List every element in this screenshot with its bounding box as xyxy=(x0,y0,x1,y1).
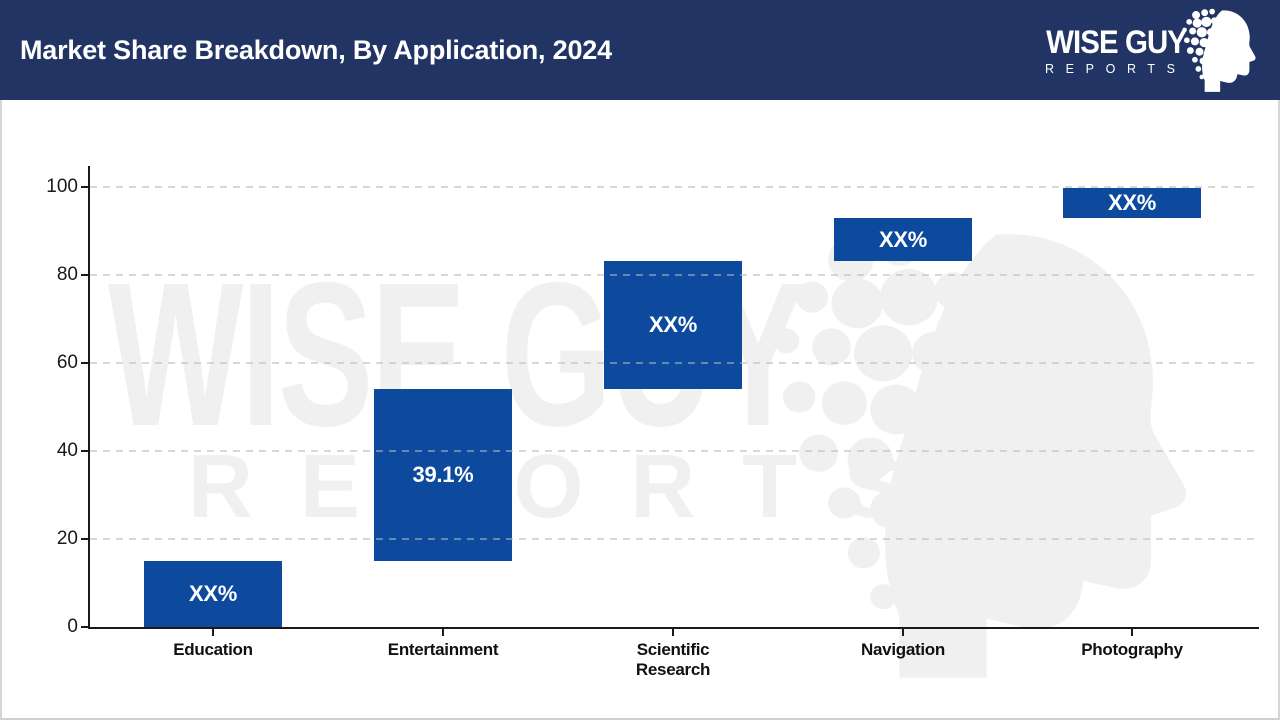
chart-title: Market Share Breakdown, By Application, … xyxy=(20,34,612,65)
bar-value-label-education: XX% xyxy=(188,581,237,606)
y-tick-40 xyxy=(81,450,88,452)
gridline-100 xyxy=(90,186,1259,188)
bar-value-label-navigation: XX% xyxy=(878,226,927,252)
y-tick-label-0: 0 xyxy=(67,616,78,637)
logo-wordmark: WISE GUY xyxy=(1046,24,1187,60)
bar-value-label-entertainment: 39.1% xyxy=(412,461,474,487)
bar-photography: XX% xyxy=(1063,187,1201,219)
bar-value-label-photography: XX% xyxy=(1107,190,1156,216)
y-tick-20 xyxy=(81,538,88,540)
logo-subtext: REPORTS xyxy=(1045,62,1187,76)
brand-logo: WISE GUY REPORTS xyxy=(1034,7,1266,93)
x-axis-spine xyxy=(88,627,1259,629)
y-tick-label-80: 80 xyxy=(56,264,78,285)
bar-value-label-scientific-research: XX% xyxy=(648,311,697,337)
bar-scientific-research: XX% xyxy=(604,260,742,389)
y-tick-100 xyxy=(81,186,88,188)
x-category-label-education: Education xyxy=(173,640,253,659)
y-axis-spine xyxy=(88,166,90,629)
chart-canvas: WISE GUY REPORTS 0 20 40 60 80 100 XX% Educatio… xyxy=(0,100,1280,720)
gridline-60 xyxy=(90,362,1259,364)
y-tick-label-100: 100 xyxy=(46,176,78,197)
y-tick-80 xyxy=(81,274,88,276)
watermark-subtext: REPORTS xyxy=(188,437,951,537)
gridline-20 xyxy=(90,538,1259,540)
y-tick-label-40: 40 xyxy=(56,440,78,461)
logo-head-icon xyxy=(1182,8,1256,92)
x-tick-navigation xyxy=(902,629,904,636)
y-tick-0 xyxy=(81,626,88,628)
x-category-label-photography: Photography xyxy=(1081,640,1183,659)
header-bar: Market Share Breakdown, By Application, … xyxy=(0,0,1280,100)
y-tick-label-60: 60 xyxy=(56,352,78,373)
gridline-80 xyxy=(90,274,1259,276)
x-category-label-scientific-research: Scientific Research xyxy=(635,640,711,680)
x-category-label-navigation: Navigation xyxy=(861,640,945,659)
watermark-head-icon xyxy=(773,225,1186,678)
x-category-label-entertainment: Entertainment xyxy=(387,640,499,659)
x-tick-photography xyxy=(1131,629,1133,636)
x-tick-education xyxy=(212,629,214,636)
bar-entertainment: 39.1% xyxy=(374,388,512,561)
bar-navigation: XX% xyxy=(834,218,972,261)
y-tick-label-20: 20 xyxy=(56,528,78,549)
bar-education: XX% xyxy=(144,561,282,627)
y-tick-60 xyxy=(81,362,88,364)
gridline-40 xyxy=(90,450,1259,452)
x-tick-entertainment xyxy=(442,629,444,636)
brand-logo-text: WISE GUY REPORTS xyxy=(1034,24,1187,76)
x-tick-scientific-research xyxy=(672,629,674,636)
